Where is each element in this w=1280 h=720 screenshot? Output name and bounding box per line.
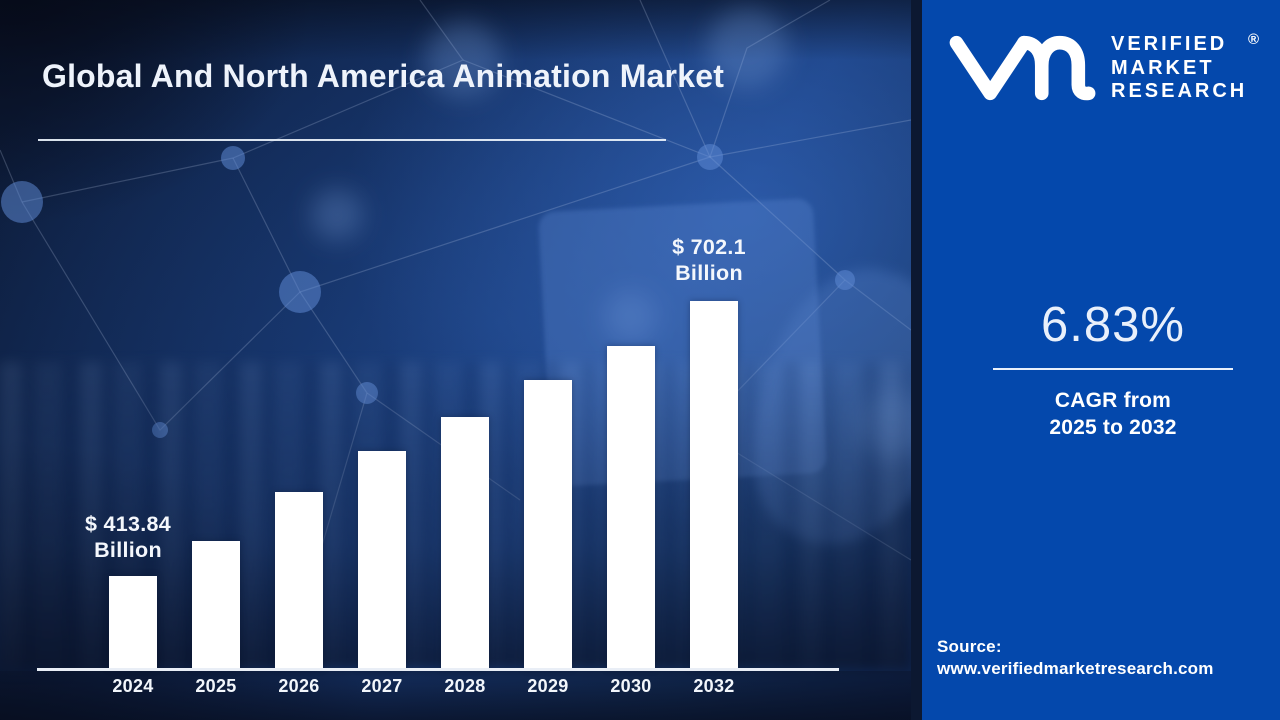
bar-chart: 2024 2025 2026 2027 2028 2029 2030 2032 [109,301,738,696]
x-tick-2029: 2029 [527,676,569,696]
registered-trademark-icon: ® [1248,31,1260,48]
x-tick-2027: 2027 [361,676,403,696]
panel-divider [911,0,922,720]
brand-wordmark: VERIFIED MARKET RESEARCH [1111,33,1247,104]
page-title: Global And North America Animation Marke… [42,58,725,95]
x-tick-2024: 2024 [112,676,154,696]
x-tick-2025: 2025 [195,676,237,696]
chart-bottom-band [0,671,911,720]
cagr-caption-line2: 2025 to 2032 [1049,416,1177,439]
value-label-2024-amount: $ 413.84 [84,512,172,536]
brand-line-2: MARKET [1111,56,1215,79]
source-url: www.verifiedmarketresearch.com [937,659,1214,678]
x-tick-2026: 2026 [278,676,320,696]
vmr-monogram-icon [949,36,1096,101]
value-label-2024-unit: Billion [94,538,162,562]
value-label-2032-amount: $ 702.1 [672,235,746,259]
bar-2024 [109,576,157,669]
bar-2029 [524,380,572,669]
bar-2032 [690,301,738,669]
brand-line-3: RESEARCH [1111,80,1248,102]
bar-2028 [441,417,489,669]
x-tick-2028: 2028 [444,676,486,696]
cagr-value: 6.83% [1041,298,1185,352]
cagr-block: 6.83% CAGR from 2025 to 2032 [934,296,1280,441]
bar-2027 [358,451,406,669]
x-axis-line [37,668,839,671]
value-label-2032-unit: Billion [675,261,743,285]
cagr-caption-line1: CAGR from [1054,389,1172,412]
bar-2025 [192,541,240,669]
source-label: Source: [937,637,1002,656]
vmr-logo: VERIFIED MARKET RESEARCH [948,33,1247,104]
cagr-divider [993,368,1233,370]
title-underline [38,139,666,141]
x-tick-2032: 2032 [693,676,735,696]
brand-panel [922,0,1280,720]
bar-2026 [275,492,323,669]
source-block: Source: www.verifiedmarketresearch.com [937,634,1214,679]
value-label-2024: $ 413.84 Billion [68,511,188,563]
brand-line-1: VERIFIED [1111,33,1228,55]
bar-2030 [607,346,655,669]
x-tick-2030: 2030 [610,676,652,696]
value-label-2032: $ 702.1 Billion [649,234,769,286]
